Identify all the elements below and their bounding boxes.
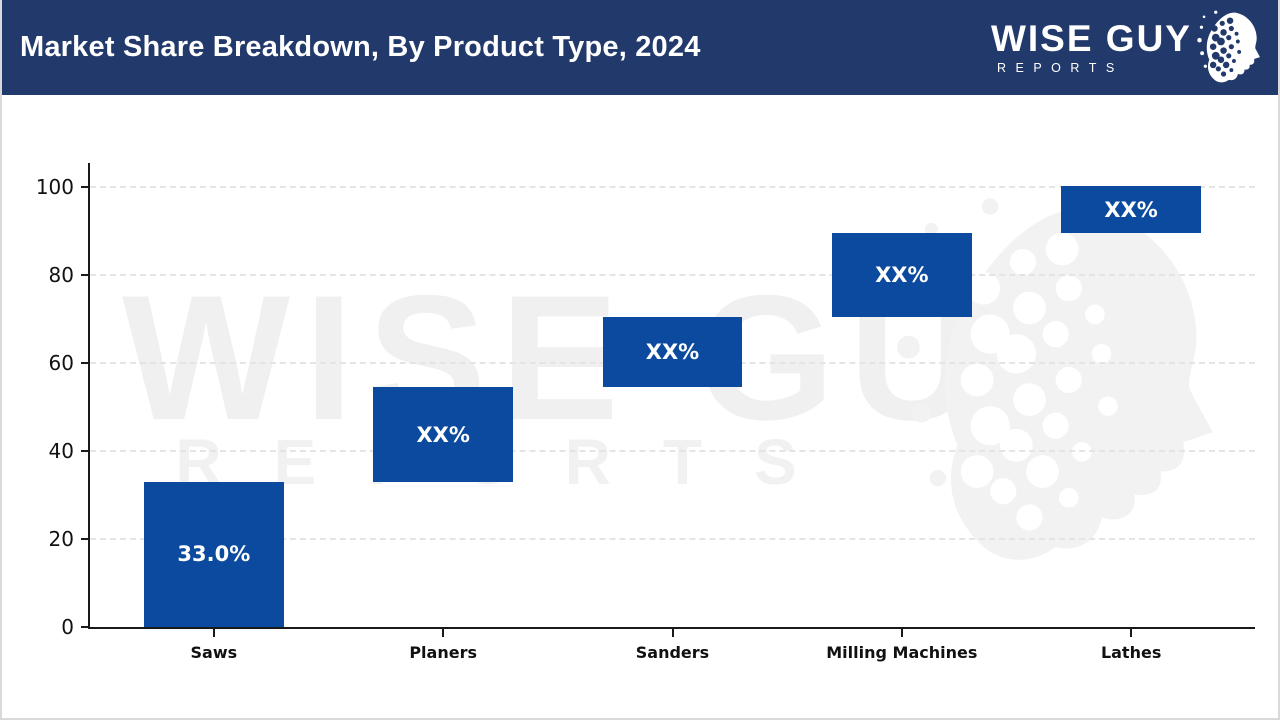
y-tick-label-40: 40	[48, 439, 74, 464]
page-title: Market Share Breakdown, By Product Type,…	[20, 31, 701, 63]
gridline-40	[90, 450, 1255, 453]
x-tick-label-milling-machines: Milling Machines	[826, 643, 978, 662]
x-axis	[88, 627, 1255, 629]
gridline-20	[90, 538, 1255, 541]
gridline-100	[90, 186, 1255, 189]
x-tick-label-planers: Planers	[409, 643, 477, 662]
bar-milling-machines: XX%	[831, 233, 972, 317]
bar-label-planers: XX%	[416, 422, 470, 447]
y-tick-60	[81, 362, 90, 365]
x-tick-planers	[442, 629, 445, 637]
y-tick-label-20: 20	[48, 527, 74, 552]
y-axis	[88, 163, 90, 629]
bar-label-saws: 33.0%	[177, 542, 251, 567]
wise-guy-logo: WISE GUY REPORTS	[991, 9, 1268, 87]
x-tick-lathes	[1130, 629, 1133, 637]
gridline-80	[90, 274, 1255, 277]
y-tick-0	[81, 626, 90, 628]
bar-lathes: XX%	[1061, 185, 1202, 234]
x-tick-label-sanders: Sanders	[635, 643, 710, 662]
y-tick-100	[81, 186, 90, 189]
logo-subtext: REPORTS	[996, 61, 1124, 75]
logo-text: WISE GUY REPORTS	[991, 20, 1192, 75]
bar-label-sanders: XX%	[645, 340, 700, 365]
logo-wordmark: WISE GUY	[990, 18, 1192, 59]
y-tick-label-0: 0	[61, 615, 74, 639]
x-tick-label-saws: Saws	[190, 643, 238, 662]
bar-label-milling-machines: XX%	[875, 263, 929, 288]
y-tick-label-60: 60	[48, 351, 74, 376]
y-tick-label-100: 100	[35, 175, 74, 200]
bar-planers: XX%	[373, 387, 514, 482]
y-tick-20	[81, 538, 90, 541]
x-tick-sanders	[671, 629, 674, 637]
y-tick-label-80: 80	[48, 263, 74, 288]
bar-saws: 33.0%	[143, 481, 284, 627]
header-bar: Market Share Breakdown, By Product Type,…	[2, 0, 1278, 95]
bar-sanders: XX%	[602, 316, 743, 388]
waterfall-chart: WISE GUY REPORTS 02040608010033.0%SawsXX…	[2, 95, 1278, 718]
logo-head-icon	[1196, 9, 1268, 87]
y-tick-80	[81, 274, 90, 277]
x-tick-saws	[212, 629, 215, 637]
x-tick-label-lathes: Lathes	[1100, 643, 1162, 662]
y-tick-40	[81, 450, 90, 453]
bar-label-lathes: XX%	[1104, 197, 1158, 222]
x-tick-milling-machines	[900, 629, 903, 637]
